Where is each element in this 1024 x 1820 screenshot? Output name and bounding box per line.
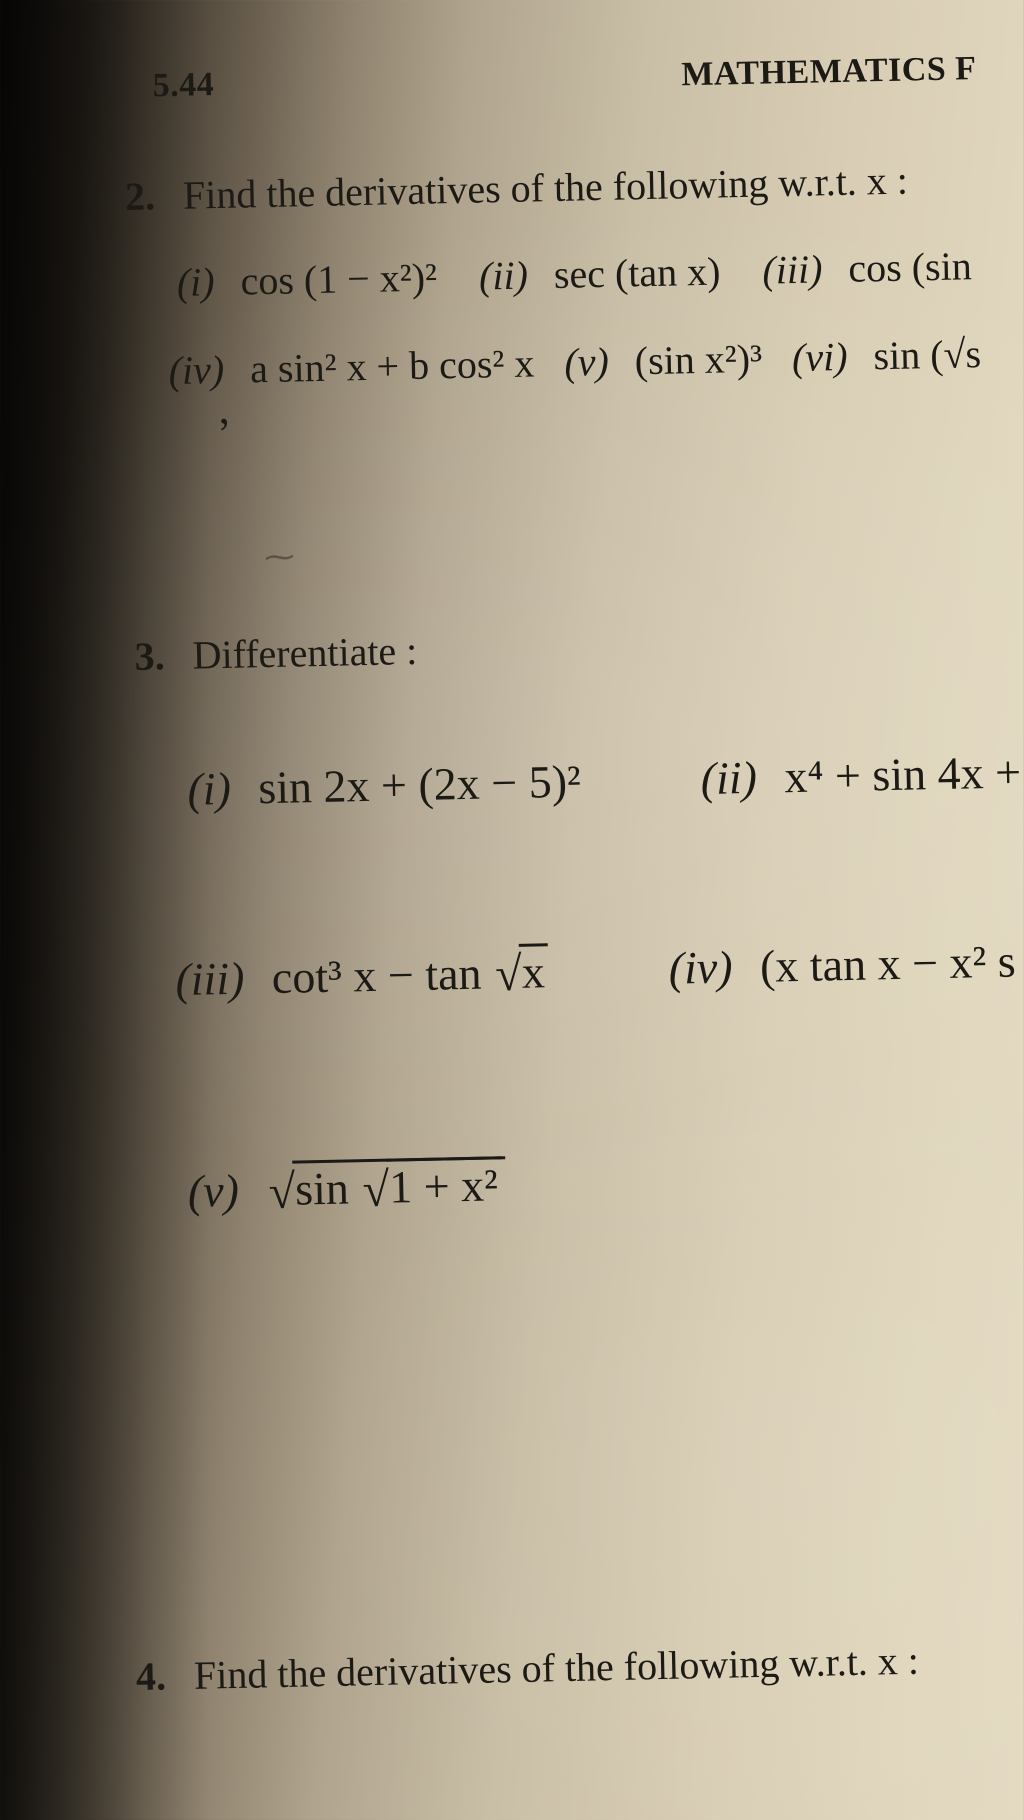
- q2-item-ii-expr: sec (tan x): [553, 249, 720, 297]
- q3-item-i: (i) sin 2x + (2x − 5)²: [187, 747, 582, 824]
- question-3-prompt: Differentiate :: [192, 628, 418, 678]
- q3-item-v-expr: sin 1 + x²: [266, 1160, 507, 1216]
- page-number: 5.44: [152, 66, 214, 105]
- q2-item-v-expr: (sin x²)³: [634, 336, 762, 384]
- q3-row-1: (i) sin 2x + (2x − 5)² (ii) x⁴ + sin 4x …: [187, 737, 1022, 823]
- q3-item-iii: (iii) cot³ x − tan x: [175, 936, 550, 1016]
- pen-tick-mark: ʼ: [81, 138, 102, 190]
- question-4-number: 4.: [135, 1653, 166, 1699]
- q2-item-i-label: (i): [176, 259, 215, 305]
- q3-item-iii-label: (iii): [175, 953, 245, 1005]
- q2-item-vi-label: (vi): [792, 334, 848, 380]
- q3-item-iv-expr: (x tan x − x² s: [759, 935, 1016, 991]
- pen-scribble-iv: ⁓: [264, 539, 295, 575]
- q2-item-ii-label: (ii): [479, 253, 529, 299]
- book-title-fragment: MATHEMATICS F: [681, 50, 977, 94]
- q2-item-iii-label: (iii): [762, 246, 823, 292]
- q3-item-iv: (iv) (x tan x − x² s: [668, 926, 1016, 1006]
- q3-item-v: (v) sin 1 + x²: [187, 1150, 507, 1229]
- q2-row-2: (iv) a sin² x + b cos² x (v) (sin x²)³ (…: [168, 323, 1013, 401]
- question-3-number: 3.: [134, 633, 165, 679]
- question-4-prompt-line: 4. Find the derivatives of the following…: [135, 1629, 1024, 1706]
- q3-item-ii-expr: x⁴ + sin 4x + c: [784, 746, 1024, 803]
- pen-tick-mark-2: ʼ: [215, 407, 236, 459]
- question-2-prompt: Find the derivatives of the following w.…: [182, 158, 908, 218]
- q2-item-v: (v) (sin x²)³: [564, 329, 763, 393]
- q3-item-i-expr: sin 2x + (2x − 5)²: [258, 756, 581, 814]
- page-content: 5.44 MATHEMATICS F ʼ 2. Find the derivat…: [0, 0, 1024, 1820]
- q2-item-ii: (ii) sec (tan x): [478, 242, 721, 307]
- q2-item-i: (i) cos (1 − x²)²: [176, 247, 437, 312]
- q3-row-2: (iii) cot³ x − tan x (iv) (x tan x − x² …: [175, 926, 1024, 1016]
- q3-item-iv-label: (iv): [668, 941, 733, 993]
- q2-item-v-label: (v): [564, 339, 609, 385]
- question-3: 3. Differentiate : (i) sin 2x + (2x − 5)…: [134, 609, 1024, 1229]
- q3-item-ii-label: (ii): [700, 752, 757, 804]
- question-2-number: 2.: [125, 173, 156, 219]
- q2-item-iv-expr: a sin² x + b cos² x: [250, 340, 535, 391]
- q3-item-ii: (ii) x⁴ + sin 4x + c: [700, 737, 1024, 813]
- question-2: 2. Find the derivatives of the following…: [124, 149, 1013, 401]
- q2-item-iv: (iv) a sin² x + b cos² x: [168, 333, 535, 401]
- q2-item-i-expr: cos (1 − x²)²: [240, 254, 437, 303]
- q2-item-vi: (vi) sin (√s: [791, 324, 981, 388]
- q2-item-iv-label: (iv): [168, 347, 224, 393]
- q3-row-3: (v) sin 1 + x²: [187, 1139, 1024, 1229]
- page-header: 5.44 MATHEMATICS F: [0, 49, 1007, 108]
- q3-item-v-label: (v): [187, 1165, 239, 1217]
- q2-item-iii-expr: cos (sin: [848, 243, 972, 291]
- q2-row-1: (i) cos (1 − x²)² (ii) sec (tan x) (iii)…: [176, 235, 1011, 312]
- question-4: 4. Find the derivatives of the following…: [135, 1629, 1024, 1706]
- q3-item-iii-expr: cot³ x − tan x: [271, 946, 549, 1003]
- q2-item-iii: (iii) cos (sin: [762, 236, 973, 300]
- question-2-prompt-line: 2. Find the derivatives of the following…: [124, 149, 1009, 226]
- q2-item-vi-expr: sin (√s: [873, 331, 981, 378]
- question-4-prompt: Find the derivatives of the following w.…: [193, 1638, 919, 1698]
- q3-item-i-label: (i): [187, 763, 231, 815]
- question-3-prompt-line: 3. Differentiate :: [134, 609, 1019, 686]
